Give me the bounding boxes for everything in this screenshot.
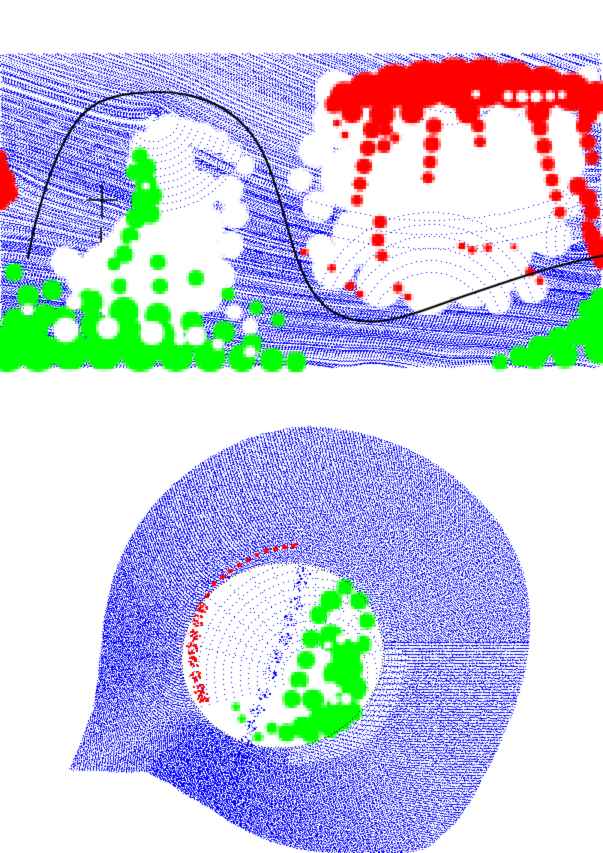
flat-map-panel (0, 0, 603, 378)
torus-3d-panel (0, 378, 603, 853)
